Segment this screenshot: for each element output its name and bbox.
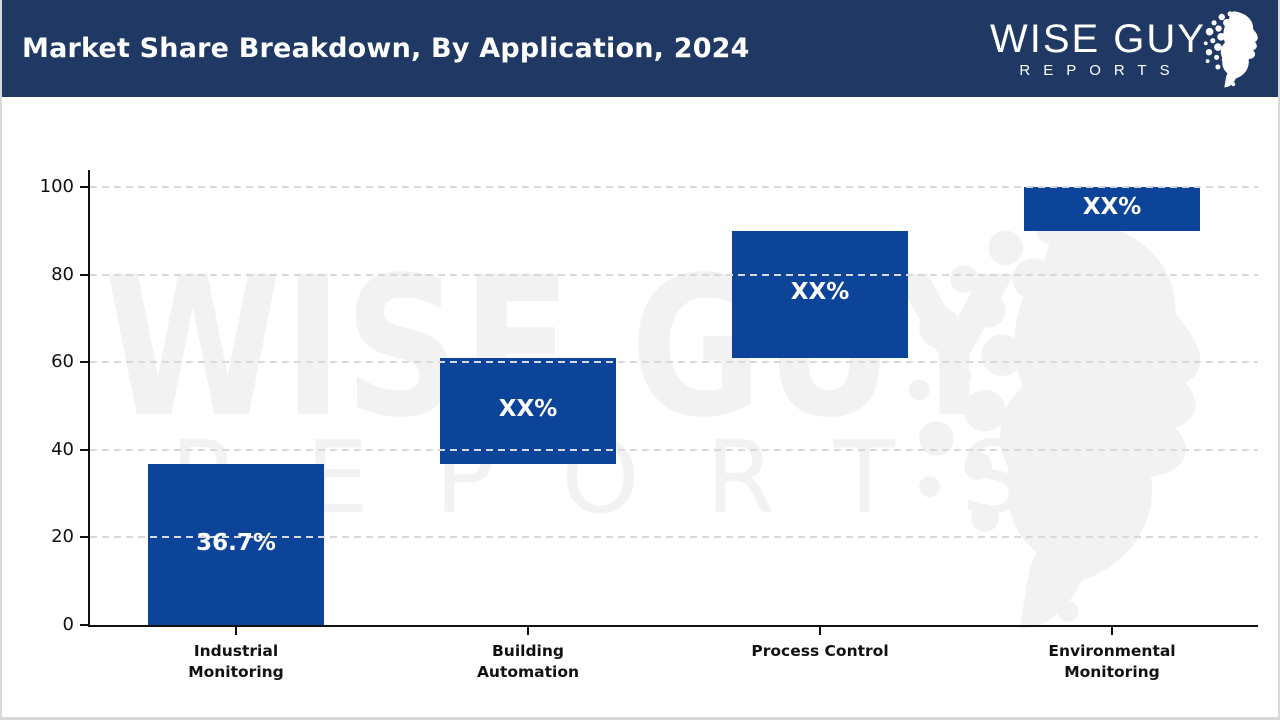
y-tick-mark [80, 186, 89, 188]
y-axis-tick-label: 20 [51, 526, 74, 548]
chart-title: Market Share Breakdown, By Application, … [22, 33, 750, 64]
x-axis-spine [88, 625, 1258, 627]
x-axis-category-label: Industrial Monitoring [188, 642, 284, 681]
y-tick-mark [80, 361, 89, 364]
bar [148, 464, 324, 625]
logo-head-icon [1203, 10, 1258, 87]
wiseguy-logo: WISE GUY REPORTS [990, 7, 1264, 91]
grid-line [90, 361, 1258, 364]
y-tick-mark [80, 536, 89, 539]
x-axis-category-label: Building Automation [476, 642, 580, 681]
grid-line [90, 273, 1258, 276]
watermark-head-icon [908, 216, 1201, 629]
x-tick-mark [527, 627, 529, 635]
y-axis-tick-label: 0 [62, 614, 74, 635]
y-axis-tick-label: 80 [51, 263, 74, 285]
header-banner: Market Share Breakdown, By Application, … [2, 0, 1278, 97]
grid-line [90, 448, 1258, 451]
x-axis-category-label: Process Control [751, 642, 889, 660]
bar-value-label: 36.7% [196, 529, 276, 556]
x-tick-mark [819, 627, 821, 635]
grid-line [90, 186, 1258, 188]
y-axis-spine [88, 170, 90, 627]
y-tick-mark [80, 273, 89, 276]
logo-wordmark: WISE GUY REPORTS [990, 19, 1206, 79]
bar [1024, 187, 1200, 231]
bar-value-label: XX% [790, 279, 850, 306]
bar [732, 230, 908, 358]
y-axis-tick-label: 40 [51, 438, 74, 460]
grid-line [90, 536, 1258, 539]
y-axis-tick-label: 100 [39, 176, 74, 197]
logo-line1: WISE GUY [989, 16, 1206, 61]
y-tick-mark [80, 624, 89, 626]
x-tick-mark [1111, 627, 1113, 635]
logo-line2: REPORTS [1019, 61, 1183, 79]
y-axis-tick-label: 60 [51, 351, 74, 373]
bar-value-label: XX% [498, 396, 558, 423]
x-axis-category-label: Environmental Monitoring [1048, 642, 1176, 681]
y-tick-mark [80, 448, 89, 451]
x-tick-mark [235, 627, 237, 635]
bar [440, 357, 616, 465]
bar-value-label: XX% [1082, 193, 1142, 220]
